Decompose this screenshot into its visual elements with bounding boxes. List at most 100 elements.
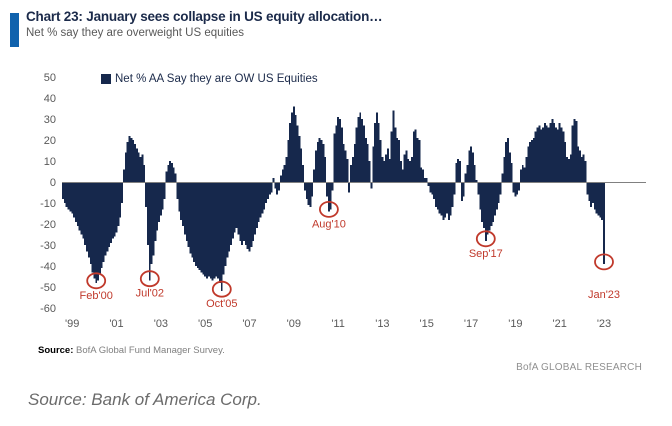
source-label: Source:	[38, 345, 74, 356]
bar	[601, 182, 604, 220]
bar	[167, 165, 170, 182]
bar	[477, 182, 480, 195]
bar	[331, 182, 334, 191]
bar	[320, 140, 323, 182]
bar	[259, 182, 262, 218]
bar	[222, 182, 225, 275]
bar	[161, 182, 164, 210]
bar	[582, 154, 585, 182]
bar	[261, 182, 264, 214]
bar	[272, 177, 275, 182]
x-tick-label: '05	[198, 318, 212, 330]
bar	[200, 182, 203, 273]
x-tick-label: '19	[508, 318, 522, 330]
bar	[111, 182, 114, 239]
bar	[490, 182, 493, 227]
bar	[159, 182, 162, 216]
bar	[580, 156, 583, 182]
bar	[363, 125, 365, 182]
bar	[241, 182, 244, 245]
bar	[442, 182, 445, 220]
bar	[549, 123, 552, 182]
bar	[130, 137, 133, 182]
bar	[255, 182, 258, 229]
annotation-circle	[211, 280, 232, 298]
bar	[135, 148, 138, 182]
bar	[562, 131, 565, 182]
bar	[531, 140, 533, 182]
x-tick-label: '11	[331, 318, 345, 330]
bar	[139, 156, 142, 182]
bar	[499, 182, 502, 195]
bar	[113, 182, 116, 237]
bar	[274, 182, 277, 189]
source-text: BofA Global Fund Manager Survey.	[73, 345, 225, 356]
bar	[536, 127, 539, 182]
x-tick-label: '03	[154, 318, 168, 330]
bar	[423, 177, 426, 182]
bar	[481, 182, 484, 222]
bar	[545, 125, 548, 182]
bar	[383, 161, 386, 182]
annotation-circle	[139, 270, 160, 288]
legend-label: Net % AA Say they are OW US Equities	[115, 73, 318, 85]
bar	[433, 182, 436, 199]
legend: Net % AA Say they are OW US Equities	[101, 73, 318, 85]
bar	[460, 182, 463, 201]
bar	[459, 161, 461, 182]
bar	[265, 182, 268, 203]
bar	[591, 182, 594, 203]
bar	[254, 182, 256, 235]
bar	[368, 161, 371, 182]
bar	[292, 106, 295, 182]
y-tick-label: -20	[40, 219, 56, 231]
bar	[183, 182, 186, 235]
x-tick-label: '23	[597, 318, 611, 330]
bar	[497, 182, 500, 203]
bar	[337, 116, 340, 182]
bar	[196, 182, 199, 269]
bar	[215, 182, 218, 277]
bar	[172, 167, 175, 182]
bar	[603, 182, 605, 264]
bar	[230, 182, 232, 245]
bar	[390, 131, 393, 182]
bar	[348, 182, 351, 193]
bar	[364, 137, 367, 182]
bar	[412, 131, 415, 182]
bar	[206, 182, 208, 279]
bar	[519, 169, 522, 182]
bar	[455, 163, 458, 182]
bar	[447, 182, 450, 220]
bar	[119, 182, 122, 218]
y-tick-label: 30	[44, 114, 56, 126]
bar	[311, 182, 314, 197]
bar	[503, 156, 506, 182]
bar	[388, 158, 391, 182]
bar	[252, 182, 255, 241]
bar	[333, 133, 336, 182]
bar	[584, 161, 587, 182]
x-tick-label: '01	[109, 318, 123, 330]
bar	[106, 182, 109, 252]
bar	[597, 182, 600, 216]
annotation-circle	[475, 230, 496, 248]
bar	[420, 167, 423, 182]
bar	[403, 154, 406, 182]
y-tick-label: 50	[44, 72, 56, 84]
bar	[571, 125, 574, 182]
bar	[263, 182, 266, 210]
chart-title: Chart 23: January sees collapse in US eq…	[26, 9, 383, 24]
bar	[416, 137, 419, 182]
bar	[514, 182, 517, 197]
bofa-global-research-label: BofA GLOBAL RESEARCH	[516, 362, 642, 373]
annotation-label: Aug'10	[312, 218, 346, 230]
bar	[409, 161, 412, 182]
bar	[451, 182, 454, 208]
bar	[532, 137, 535, 182]
bar	[276, 182, 279, 195]
bar	[98, 182, 101, 275]
bar	[207, 182, 210, 277]
bar	[289, 123, 292, 182]
bar	[512, 182, 515, 193]
